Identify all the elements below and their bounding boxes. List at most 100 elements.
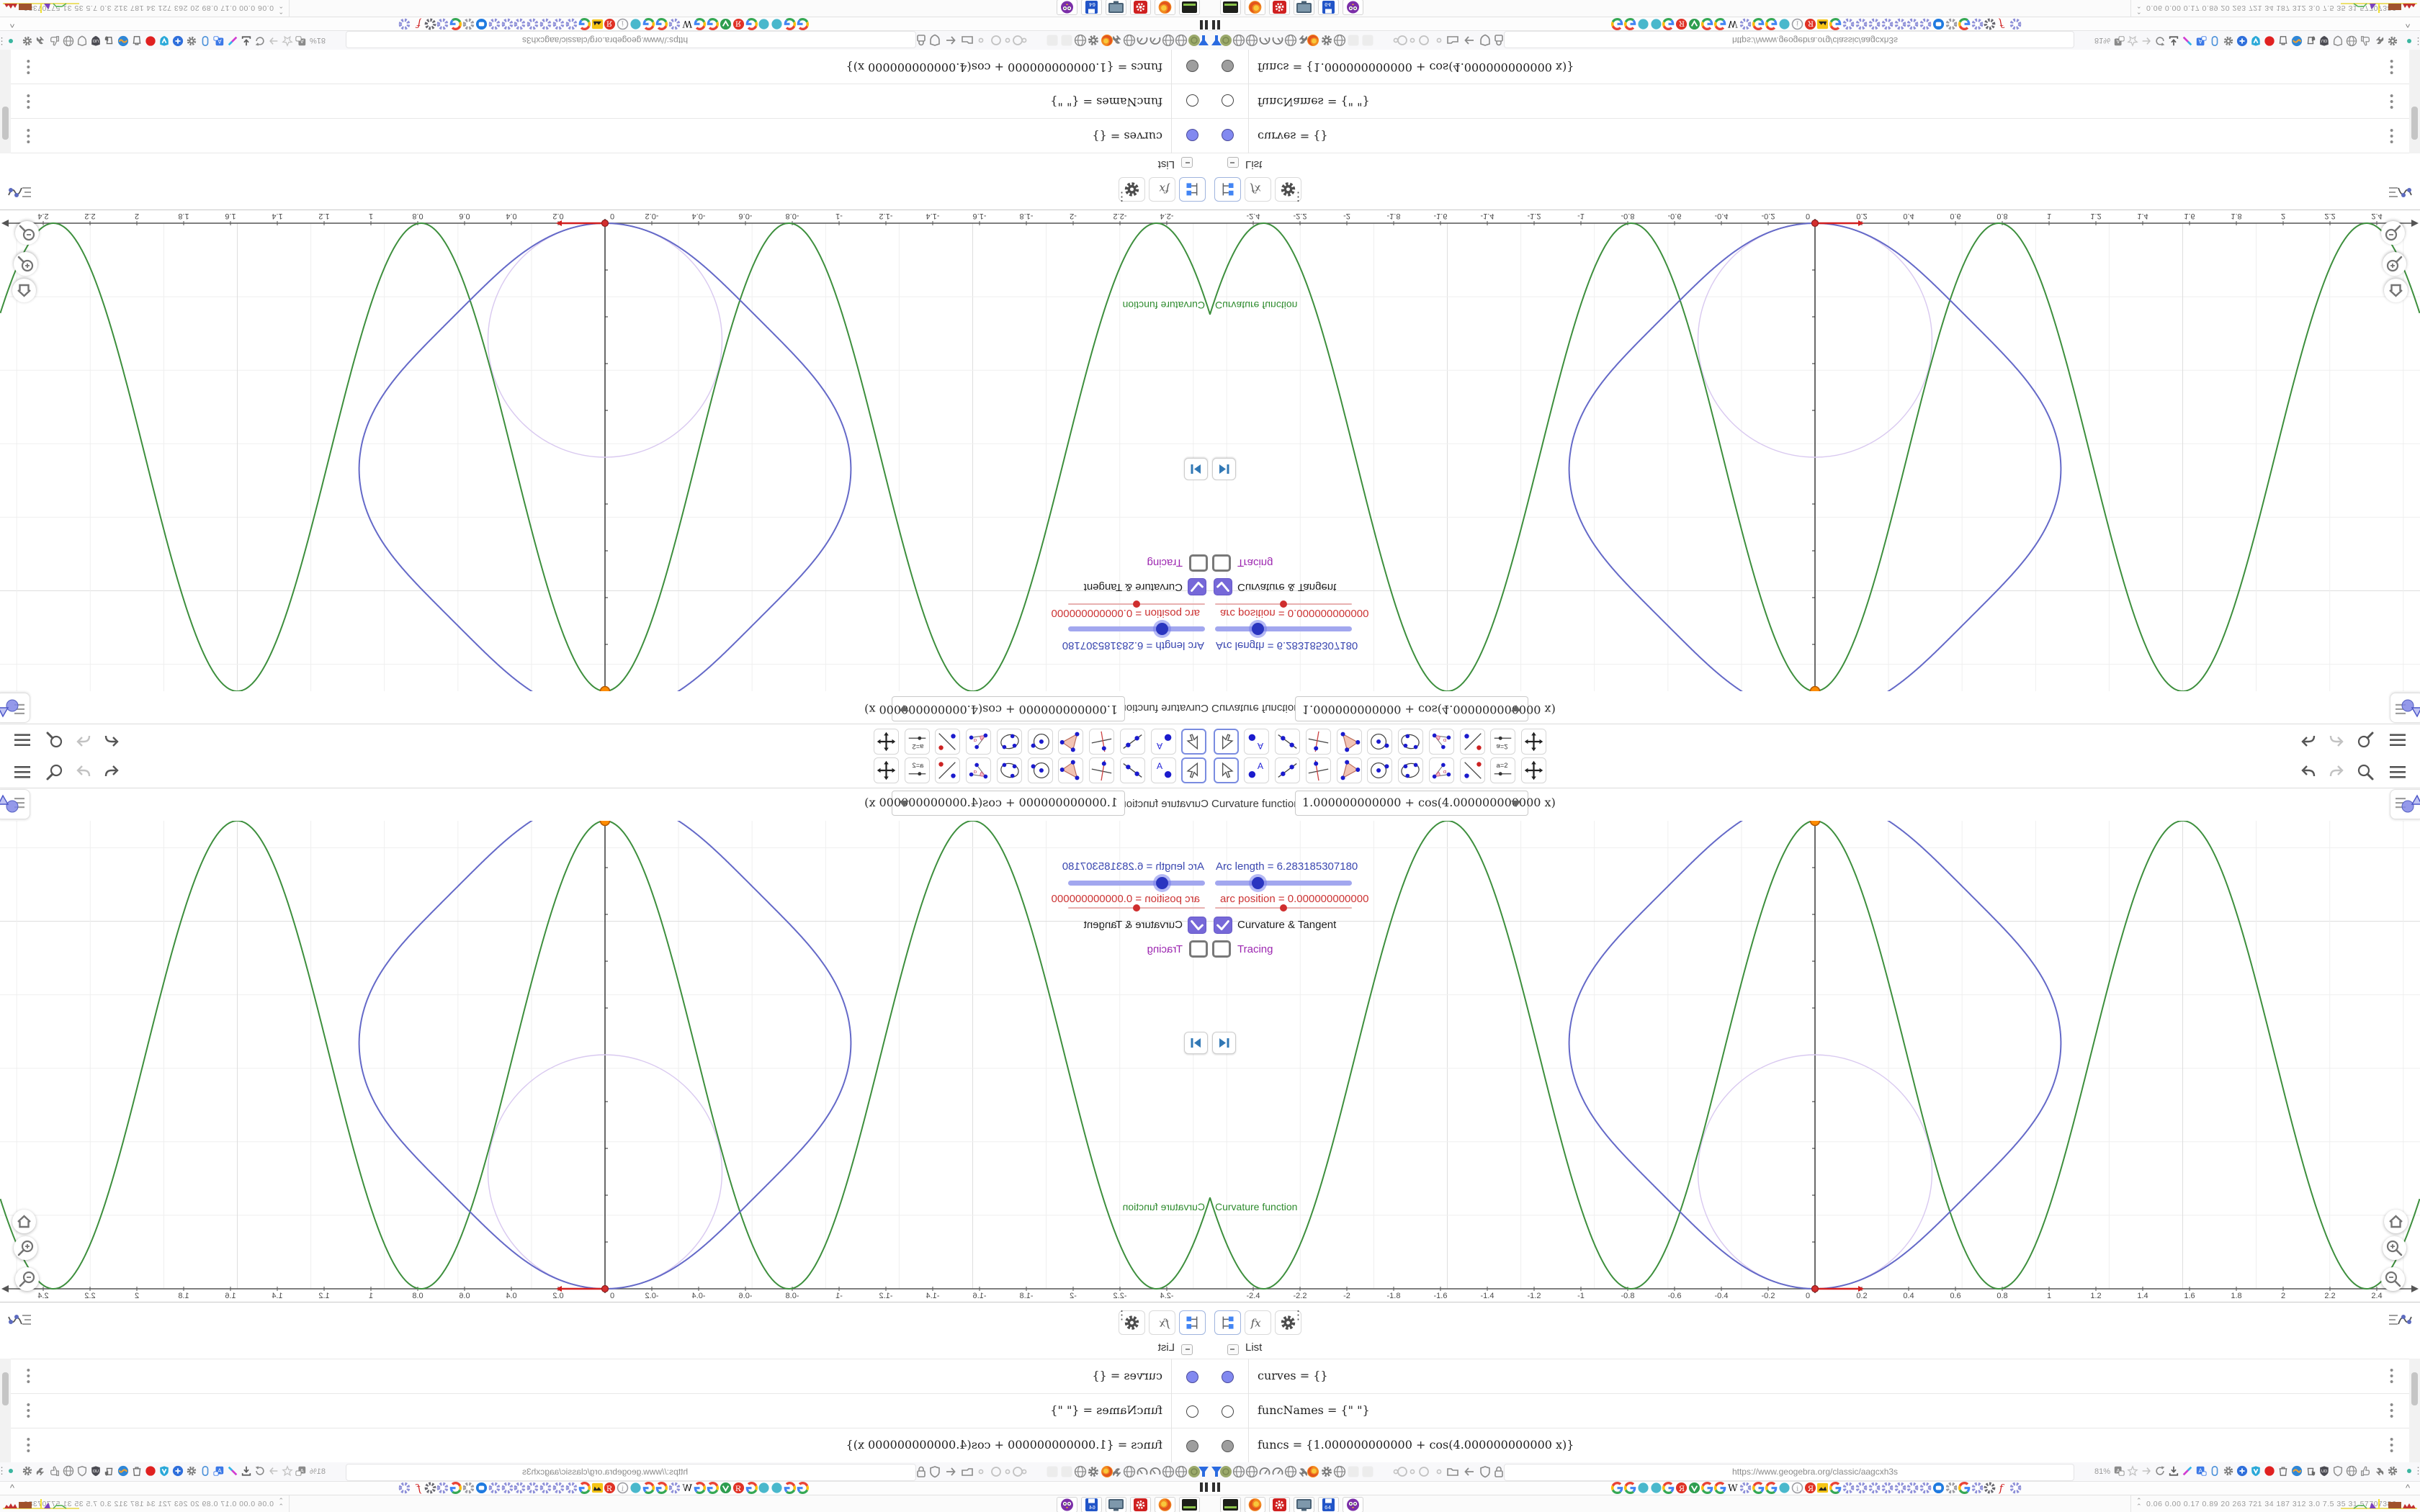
reload-icon[interactable] (254, 1465, 266, 1477)
capsule-icon[interactable] (200, 35, 211, 47)
globe-icon[interactable] (1232, 1465, 1245, 1478)
zoom-out-button[interactable] (15, 1267, 39, 1291)
tab-flower-icon[interactable] (398, 18, 411, 30)
point-tool[interactable]: A (1151, 729, 1176, 755)
firefox-icon[interactable] (1245, 1497, 1265, 1512)
tracing-checkbox[interactable] (1189, 940, 1208, 958)
tab-google-icon[interactable] (1752, 1482, 1765, 1494)
globe-icon[interactable] (1074, 34, 1087, 47)
gear-icon[interactable] (2387, 1465, 2398, 1477)
tab-flower-icon[interactable] (1842, 1482, 1855, 1494)
thumb-icon[interactable] (49, 35, 60, 47)
row-kebab-menu[interactable]: • • • (2390, 1399, 2394, 1423)
graphics-stylebar-button[interactable] (2390, 789, 2420, 819)
undo-button[interactable] (2299, 730, 2319, 750)
circle-tool[interactable] (1367, 729, 1392, 755)
settings-button[interactable] (1275, 177, 1301, 202)
tab-chat-blue-icon[interactable] (475, 18, 488, 30)
tab-flower-icon[interactable] (668, 18, 681, 30)
firefox-icon[interactable] (1101, 34, 1113, 47)
graphics-view[interactable]: -2.4 -2.2 -2 -1.8 -1.6 -1.4 -1.2 -1 -0.8 -0.6 -0.4… (0, 821, 1210, 1302)
algebra-view-button[interactable] (1214, 177, 1241, 202)
tab-google-icon[interactable] (1700, 18, 1713, 30)
special-line-tool[interactable] (1089, 757, 1114, 783)
bin-shield-icon[interactable] (104, 1465, 115, 1477)
globe-icon[interactable] (1245, 34, 1258, 47)
tab-yandex-icon[interactable]: Я (1804, 1482, 1816, 1494)
play-step-button[interactable] (1184, 458, 1208, 480)
tab-flower-icon[interactable] (437, 1482, 449, 1494)
plus-blue-icon[interactable] (2236, 35, 2248, 47)
arc-position-point[interactable] (1811, 1284, 1819, 1293)
tab-google-icon[interactable] (655, 18, 668, 30)
thumb-icon[interactable] (2360, 35, 2371, 47)
tab-google-icon[interactable] (707, 1482, 720, 1494)
tab-google-icon[interactable] (449, 18, 462, 30)
dot-large-icon[interactable] (1396, 34, 1409, 47)
translate-blue-icon[interactable]: A (2195, 1465, 2207, 1477)
tab-yandex-icon[interactable]: Я (1675, 1482, 1688, 1494)
row-kebab-menu[interactable]: • • • (26, 1434, 30, 1457)
perpendicular-line-tool[interactable] (1460, 729, 1485, 755)
arc-length-slider[interactable] (1215, 623, 1352, 635)
ghost-icon[interactable] (1361, 34, 1374, 47)
funnel-icon[interactable] (1210, 1465, 1223, 1478)
collapse-list-button[interactable] (1181, 157, 1193, 168)
panel-scrollbar[interactable] (0, 50, 11, 153)
row-kebab-menu[interactable]: • • • (26, 124, 30, 148)
floppy64-app-icon[interactable]: 64 (1081, 1497, 1102, 1512)
marker-icon[interactable] (2182, 1465, 2193, 1477)
zoom-in-button[interactable] (2383, 252, 2406, 276)
row-kebab-menu[interactable]: • • • (2390, 89, 2394, 113)
globe-icon[interactable] (1232, 34, 1245, 47)
trash-icon[interactable] (131, 35, 143, 47)
panel-kebab-menu[interactable]: ⋮ (1292, 1308, 1304, 1322)
function-list-button[interactable]: fx (1149, 177, 1175, 202)
tab-teal-circle-icon[interactable] (758, 18, 771, 30)
search-button[interactable] (45, 730, 65, 750)
tab-wikipedia-icon[interactable]: W (681, 18, 693, 30)
wrench-icon[interactable] (1111, 1465, 1124, 1478)
address-bar[interactable] (1504, 1464, 2074, 1481)
plus-blue-icon[interactable] (172, 1465, 184, 1477)
tab-flower-gray-icon[interactable] (1945, 18, 1958, 30)
visibility-toggle-filled-blue[interactable] (1186, 1371, 1198, 1383)
settings-button[interactable] (1119, 177, 1145, 202)
row-kebab-menu[interactable]: • • • (2390, 1434, 2394, 1457)
graphics-stylebar-button[interactable] (0, 789, 30, 819)
tab-google-icon[interactable] (578, 1482, 591, 1494)
forward-arrow-icon[interactable] (268, 35, 279, 47)
tab-flower-icon[interactable] (552, 18, 565, 30)
globe-gray-icon[interactable] (2346, 1465, 2357, 1477)
collapse-list-button[interactable] (1227, 1344, 1239, 1355)
collapse-list-button[interactable] (1227, 157, 1239, 168)
shield-outline-icon[interactable] (2332, 1465, 2344, 1477)
curvature-point[interactable] (1809, 821, 1821, 827)
tab-wikipedia-icon[interactable]: W (1727, 18, 1739, 30)
arc-position-slider-knob[interactable] (1280, 904, 1287, 912)
undo-button[interactable] (101, 762, 121, 782)
list-row-funcs[interactable]: funcs = {1.000000000000 + cos(4.00000000… (0, 49, 1210, 84)
globe-color-icon[interactable] (117, 1465, 129, 1477)
tab-teal-circle-icon[interactable] (758, 1482, 771, 1494)
tab-yandex-icon[interactable]: Я (604, 18, 616, 30)
tab-flower-icon[interactable] (2009, 18, 2022, 30)
gear-icon[interactable] (22, 1465, 33, 1477)
ghost-icon[interactable] (1046, 34, 1059, 47)
scrollbar-thumb[interactable] (2411, 107, 2418, 140)
curvature-point[interactable] (1809, 685, 1821, 692)
capsule-icon[interactable] (200, 1465, 211, 1477)
plus-blue-icon[interactable] (172, 35, 184, 47)
download-icon[interactable] (241, 35, 252, 47)
tab-flower-icon[interactable] (1894, 18, 1906, 30)
dot-large-icon[interactable] (1417, 34, 1430, 47)
tab-google-icon[interactable] (1700, 1482, 1713, 1494)
tab-google-icon[interactable] (642, 18, 655, 30)
tab-google-icon[interactable] (797, 18, 809, 30)
play-step-button[interactable] (1212, 458, 1236, 480)
shield-ud-icon[interactable]: UD (2318, 35, 2330, 47)
globe-icon[interactable] (1162, 1465, 1175, 1478)
zoom-out-button[interactable] (2381, 1267, 2405, 1291)
scrollbar-thumb[interactable] (2, 1372, 9, 1405)
conic-tool[interactable] (997, 757, 1022, 783)
